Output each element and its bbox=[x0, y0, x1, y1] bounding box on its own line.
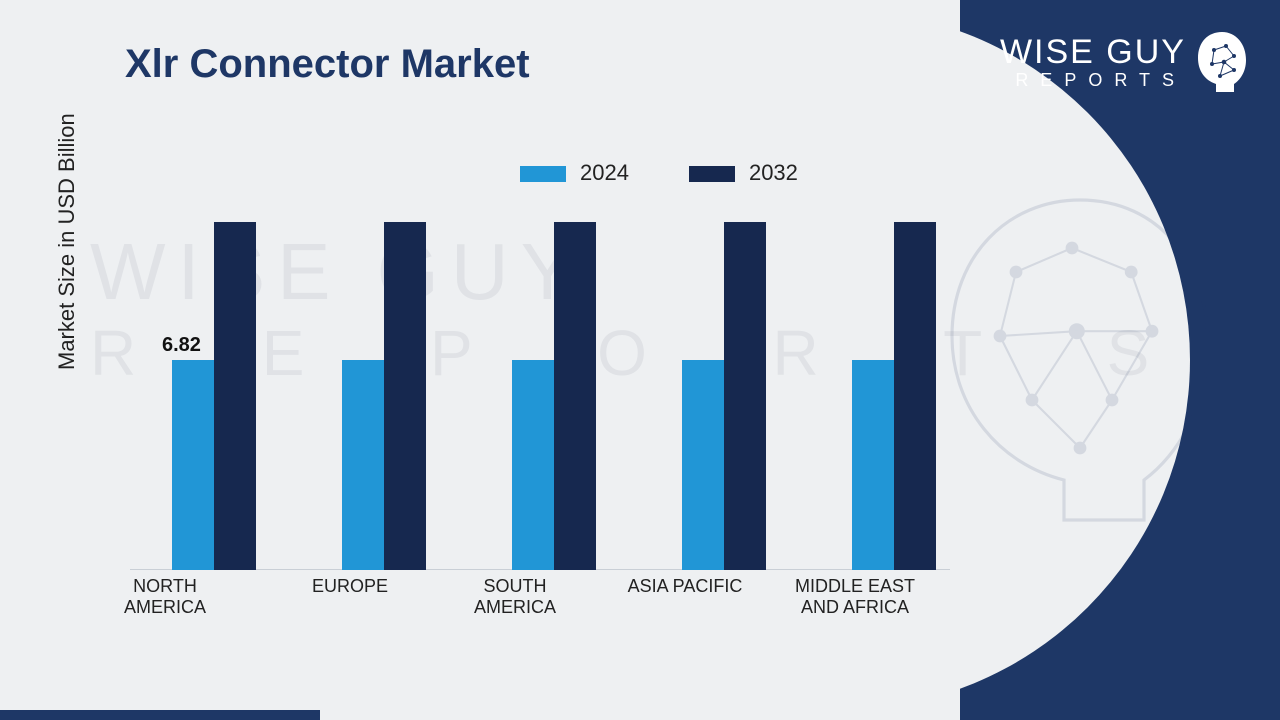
category-label: NORTH AMERICA bbox=[100, 576, 230, 617]
legend: 2024 2032 bbox=[520, 160, 798, 186]
legend-swatch-2024 bbox=[520, 166, 566, 182]
bar-2032 bbox=[724, 222, 766, 570]
bar-2032 bbox=[554, 222, 596, 570]
bar-2024: 6.82 bbox=[172, 360, 214, 570]
chart-title: Xlr Connector Market bbox=[125, 42, 530, 87]
legend-item-2024: 2024 bbox=[520, 160, 629, 186]
brand-logo: WISE GUY REPORTS bbox=[1000, 30, 1250, 94]
category-label: ASIA PACIFIC bbox=[620, 576, 750, 597]
category-label: MIDDLE EAST AND AFRICA bbox=[790, 576, 920, 617]
bar-2032 bbox=[894, 222, 936, 570]
category-label: EUROPE bbox=[285, 576, 415, 597]
bar-2032 bbox=[384, 222, 426, 570]
bar-2024 bbox=[682, 360, 724, 570]
y-axis-label: Market Size in USD Billion bbox=[54, 113, 80, 370]
brand-line-2: REPORTS bbox=[1000, 71, 1186, 89]
chart-plot: 6.82 bbox=[130, 200, 950, 570]
bar-2024 bbox=[512, 360, 554, 570]
bar-2032 bbox=[214, 222, 256, 570]
bar-2024 bbox=[852, 360, 894, 570]
brain-icon bbox=[1194, 30, 1250, 94]
brand-line-1: WISE GUY bbox=[1000, 33, 1186, 71]
legend-item-2032: 2032 bbox=[689, 160, 798, 186]
bar-2024 bbox=[342, 360, 384, 570]
bar-value-label: 6.82 bbox=[162, 334, 201, 357]
legend-swatch-2032 bbox=[689, 166, 735, 182]
category-label: SOUTH AMERICA bbox=[450, 576, 580, 617]
footer-accent bbox=[0, 710, 320, 720]
